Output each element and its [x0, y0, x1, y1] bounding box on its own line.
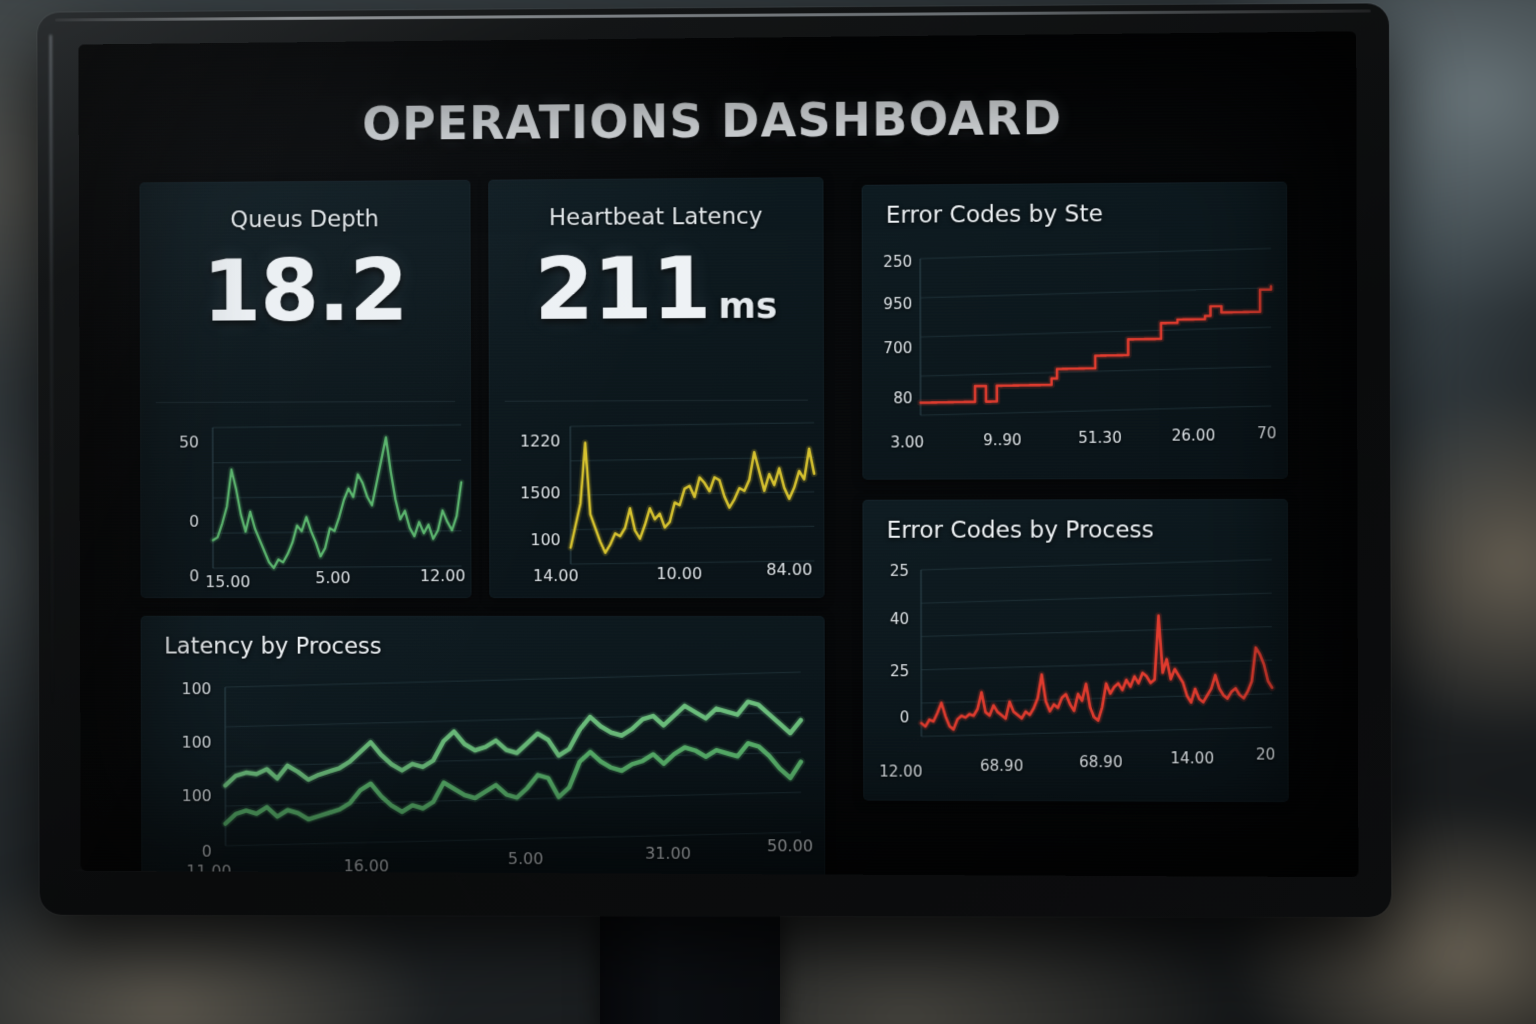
kpi-card-heartbeat-latency[interactable]: Heartbeat Latency 211 ms 1220 1500 100 1… [488, 177, 825, 599]
xtick-proc-0: 12.00 [879, 762, 923, 781]
kpi-unit-heartbeat-latency: ms [718, 285, 778, 327]
xtick-heart-0: 14.00 [532, 566, 579, 586]
page-title: OPERATIONS DASHBOARD [362, 90, 1063, 151]
kpi-title-queue-depth: Queus Depth [230, 206, 379, 234]
xtick-lat-0: 11.00 [186, 861, 232, 878]
panel-error-codes-by-process[interactable]: Error Codes by Process 25 40 25 0 12.00 … [862, 498, 1289, 803]
xtick-queue-0: 15.00 [205, 572, 251, 592]
ytick-site-1: 950 [883, 294, 913, 314]
xtick-site-4: 70 [1257, 424, 1277, 443]
xtick-heart-2: 84.00 [766, 559, 813, 579]
chart-error-codes-by-process [921, 570, 1272, 738]
error-codes-by-process-chart-svg [921, 570, 1272, 738]
ytick-lat-0: 100 [181, 679, 212, 699]
error-codes-by-site-chart-svg [920, 256, 1271, 415]
ytick-proc-3: 0 [899, 708, 910, 727]
ytick-proc-1: 40 [889, 610, 910, 629]
sparkline-queue-depth [213, 427, 462, 569]
kpi-card-queue-depth[interactable]: Queus Depth 18.2 50 0 0 15.00 5.00 12.00 [139, 179, 472, 599]
ytick-queue-0: 50 [178, 432, 199, 452]
ytick-lat-3: 0 [201, 841, 212, 861]
ytick-heart-0: 1220 [519, 431, 561, 451]
kpi-divider-queue-depth [155, 400, 456, 404]
panel-error-codes-by-site[interactable]: Error Codes by Ste 250 950 700 80 3.00 9… [861, 181, 1288, 480]
ytick-lat-2: 100 [181, 786, 212, 806]
ytick-site-2: 700 [883, 339, 913, 358]
kpi-value-heartbeat-latency: 211 [534, 238, 711, 340]
dashboard: OPERATIONS DASHBOARD Queus Depth 18.2 50… [79, 31, 1359, 878]
kpi-title-heartbeat-latency: Heartbeat Latency [548, 203, 763, 232]
ytick-site-0: 250 [883, 252, 913, 271]
ytick-site-3: 80 [893, 389, 913, 408]
xtick-queue-1: 5.00 [315, 568, 351, 588]
monitor-stand [600, 900, 780, 1024]
ytick-queue-2: 0 [189, 566, 200, 586]
xtick-proc-1: 68.90 [979, 756, 1024, 775]
ytick-heart-2: 100 [530, 530, 561, 550]
xtick-heart-1: 10.00 [656, 564, 703, 584]
ytick-heart-1: 1500 [520, 483, 561, 503]
latency-by-process-chart-svg [225, 687, 801, 848]
bezel-highlight-left [49, 34, 54, 711]
error-codes-by-process-chart-series-0 [921, 616, 1272, 730]
xtick-site-1: 9..90 [983, 431, 1022, 450]
kpi-value-row-queue-depth: 18.2 [140, 241, 471, 342]
kpi-value-queue-depth: 18.2 [202, 241, 408, 342]
xtick-queue-2: 12.00 [419, 566, 466, 586]
xtick-site-2: 51.30 [1078, 428, 1122, 447]
monitor: OPERATIONS DASHBOARD Queus Depth 18.2 50… [37, 3, 1392, 918]
kpi-value-row-heartbeat-latency: 211 ms [488, 238, 823, 340]
xtick-lat-4: 50.00 [767, 836, 813, 856]
xtick-lat-3: 31.00 [645, 843, 691, 863]
panel-title-error-codes-by-process: Error Codes by Process [886, 517, 1154, 544]
ytick-proc-0: 25 [889, 561, 909, 580]
kpi-divider-heartbeat-latency [504, 399, 808, 402]
xtick-lat-1: 16.00 [343, 856, 389, 876]
queue-depth-sparkline-series-0 [213, 437, 462, 568]
panel-latency-by-process[interactable]: Latency by Process 100 100 100 0 11.00 1… [140, 615, 826, 878]
queue-depth-sparkline-svg [213, 427, 462, 569]
xtick-site-3: 26.00 [1171, 426, 1216, 445]
screen: OPERATIONS DASHBOARD Queus Depth 18.2 50… [78, 31, 1359, 878]
bezel-highlight-top [55, 9, 1371, 22]
ytick-queue-1: 0 [189, 511, 200, 531]
ytick-proc-2: 25 [889, 662, 910, 681]
xtick-proc-3: 14.00 [1170, 749, 1215, 768]
chart-error-codes-by-site [920, 256, 1271, 415]
xtick-proc-2: 68.90 [1079, 753, 1123, 772]
sparkline-heartbeat-latency [570, 426, 814, 564]
panel-title-error-codes-by-site: Error Codes by Ste [885, 201, 1103, 229]
ytick-lat-1: 100 [181, 732, 212, 752]
heartbeat-latency-sparkline-svg [570, 426, 814, 564]
chart-latency-by-process [225, 687, 801, 848]
xtick-proc-4: 20 [1255, 745, 1276, 764]
xtick-site-0: 3.00 [890, 433, 925, 452]
panel-title-latency-by-process: Latency by Process [164, 633, 382, 660]
xtick-lat-2: 5.00 [507, 849, 544, 869]
